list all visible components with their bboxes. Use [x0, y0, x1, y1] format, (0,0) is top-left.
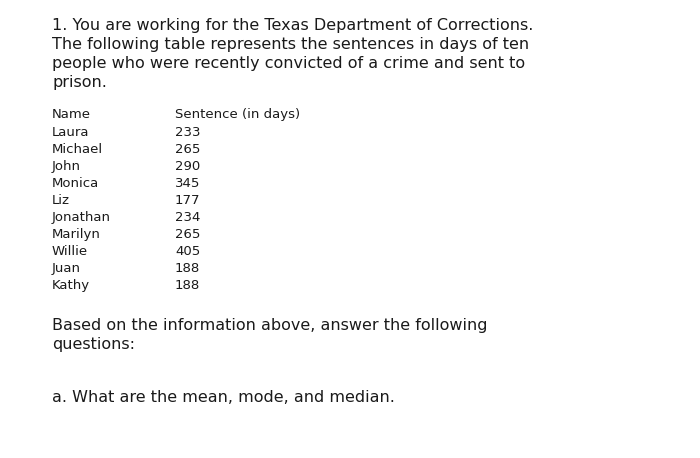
Text: 290: 290 — [175, 160, 200, 173]
Text: Laura: Laura — [52, 126, 90, 139]
Text: Monica: Monica — [52, 177, 99, 190]
Text: John: John — [52, 160, 81, 173]
Text: Based on the information above, answer the following: Based on the information above, answer t… — [52, 318, 487, 333]
Text: 1. You are working for the Texas Department of Corrections.: 1. You are working for the Texas Departm… — [52, 18, 533, 33]
Text: Jonathan: Jonathan — [52, 211, 111, 224]
Text: Name: Name — [52, 108, 91, 121]
Text: Michael: Michael — [52, 143, 103, 156]
Text: Willie: Willie — [52, 245, 88, 258]
Text: 265: 265 — [175, 228, 200, 241]
Text: The following table represents the sentences in days of ten: The following table represents the sente… — [52, 37, 529, 52]
Text: people who were recently convicted of a crime and sent to: people who were recently convicted of a … — [52, 56, 525, 71]
Text: prison.: prison. — [52, 75, 107, 90]
Text: 405: 405 — [175, 245, 200, 258]
Text: 233: 233 — [175, 126, 200, 139]
Text: 345: 345 — [175, 177, 200, 190]
Text: questions:: questions: — [52, 337, 135, 352]
Text: 177: 177 — [175, 194, 200, 207]
Text: 188: 188 — [175, 262, 200, 275]
Text: Marilyn: Marilyn — [52, 228, 101, 241]
Text: a. What are the mean, mode, and median.: a. What are the mean, mode, and median. — [52, 390, 395, 405]
Text: 234: 234 — [175, 211, 200, 224]
Text: Kathy: Kathy — [52, 279, 90, 292]
Text: Liz: Liz — [52, 194, 70, 207]
Text: 265: 265 — [175, 143, 200, 156]
Text: 188: 188 — [175, 279, 200, 292]
Text: Juan: Juan — [52, 262, 81, 275]
Text: Sentence (in days): Sentence (in days) — [175, 108, 300, 121]
